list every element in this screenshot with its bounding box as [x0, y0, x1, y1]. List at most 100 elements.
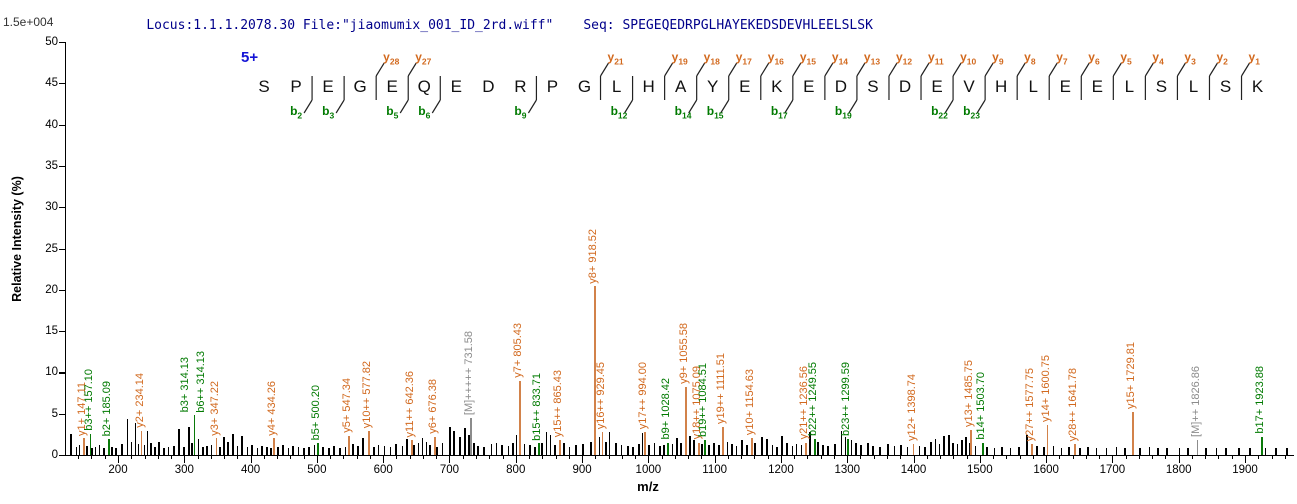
b-ion-label: b3: [322, 104, 335, 121]
x-minor-tick: [356, 455, 358, 459]
b-ion-peak-label: b5+ 500.20: [310, 385, 322, 441]
x-tick-label: 200: [108, 464, 128, 476]
peak: [1052, 445, 1055, 455]
y-tick-label: 5: [51, 407, 58, 420]
b-ion-peak-label: b22++ 1249.55: [806, 362, 819, 437]
x-minor-tick: [290, 455, 292, 459]
x-minor-tick: [887, 455, 888, 459]
peak: [693, 440, 696, 455]
peak: [549, 435, 552, 455]
labeled-peak: [912, 444, 915, 455]
residue-letter: E: [322, 77, 334, 96]
peak: [232, 434, 234, 455]
y-cleavage-diagonal: [1080, 62, 1090, 77]
x-minor-tick: [1205, 455, 1207, 459]
b-cleavage-diagonal: [944, 99, 954, 114]
peak: [178, 428, 180, 455]
peak: [297, 446, 300, 455]
x-major-tick: [184, 455, 186, 463]
y-ion-label: y8: [1024, 50, 1036, 67]
peak: [188, 426, 190, 455]
x-tick-label: 900: [572, 464, 592, 476]
peak: [540, 442, 543, 455]
peak: [641, 432, 644, 455]
peak: [726, 441, 729, 455]
residue-letter: H: [995, 77, 1008, 96]
b-ion-peak-label: b17+ 1923.88: [1253, 366, 1266, 434]
b-cleavage-diagonal: [527, 99, 537, 114]
residue-letter: R: [514, 77, 527, 96]
peak: [1264, 447, 1267, 455]
precursor-peak-label: [M]++ 1826.86: [1189, 366, 1202, 438]
labeled-peak: [215, 438, 218, 455]
x-major-tick: [1112, 455, 1114, 463]
y-tick: [59, 248, 65, 250]
residue-letter: K: [1251, 77, 1264, 96]
labeled-peak: [368, 431, 371, 455]
peak: [1148, 446, 1151, 455]
peak: [701, 444, 703, 455]
peak: [575, 445, 578, 455]
residue-letter: L: [1188, 77, 1199, 96]
labeled-peak: [722, 426, 725, 455]
peak: [182, 446, 185, 455]
x-minor-tick: [807, 455, 809, 459]
peak: [173, 445, 175, 455]
x-tick-label: 1100: [702, 464, 728, 476]
peak: [449, 426, 452, 455]
header-line: Locus:1.1.1.2078.30 File:"jiaomumix_001_…: [115, 3, 873, 48]
y-ion-peak-label: y28++ 1641.78: [1066, 367, 1079, 442]
peak: [98, 445, 101, 455]
labeled-peak: [82, 438, 85, 455]
peak: [1178, 448, 1181, 455]
y-ion-label: y27: [415, 50, 432, 67]
x-minor-tick: [1032, 455, 1034, 459]
b-cleavage-diagonal: [624, 99, 634, 114]
y-ion-peak-label: y10+ 1154.63: [743, 369, 756, 436]
charge-state-label: 5+: [241, 49, 259, 66]
x-minor-tick: [1072, 455, 1074, 459]
peak: [1138, 448, 1141, 455]
x-minor-tick: [104, 455, 106, 459]
peak: [833, 444, 836, 455]
x-major-tick: [582, 455, 584, 463]
residue-letter: L: [1124, 77, 1135, 96]
x-major-tick: [316, 455, 318, 463]
x-minor-tick: [900, 455, 902, 459]
x-minor-tick: [277, 455, 279, 459]
residue-letter: D: [482, 77, 495, 96]
b-ion-label: b23: [963, 104, 980, 121]
precursor-peak-label: [M]+++++ 731.58: [463, 330, 476, 415]
peak: [395, 444, 397, 455]
y-ion-label: y7: [1056, 50, 1068, 67]
peak: [406, 439, 408, 455]
labeled-peak: [108, 439, 110, 455]
x-major-tick: [449, 455, 451, 463]
y-tick: [59, 165, 65, 168]
labeled-peak: [538, 443, 540, 455]
y-ion-label: y10: [960, 50, 977, 67]
peak: [277, 446, 279, 455]
peak: [840, 431, 843, 455]
y-ion-label: y13: [863, 50, 881, 67]
residue-letter: S: [867, 77, 879, 96]
x-minor-tick: [1006, 455, 1008, 459]
x-tick-label: 1900: [1232, 464, 1258, 476]
y-ion-peak-label: y9+ 1055.58: [678, 323, 691, 385]
residue-letter: L: [611, 77, 622, 96]
y-cleavage-diagonal: [984, 62, 994, 77]
peak: [91, 448, 94, 455]
y-cleavage-diagonal: [1144, 62, 1154, 77]
x-minor-tick: [688, 455, 690, 459]
peak: [473, 442, 475, 455]
labeled-peak: [193, 415, 196, 455]
peak: [795, 444, 798, 455]
labeled-peak: [1260, 436, 1263, 455]
y-cleavage-diagonal: [792, 62, 802, 77]
y-cleavage-diagonal: [1016, 62, 1026, 77]
y-ion-peak-label: y5+ 547.34: [341, 378, 354, 434]
x-minor-tick: [1271, 455, 1273, 459]
x-minor-tick: [409, 455, 411, 459]
peak: [515, 435, 518, 455]
peak: [308, 446, 310, 455]
